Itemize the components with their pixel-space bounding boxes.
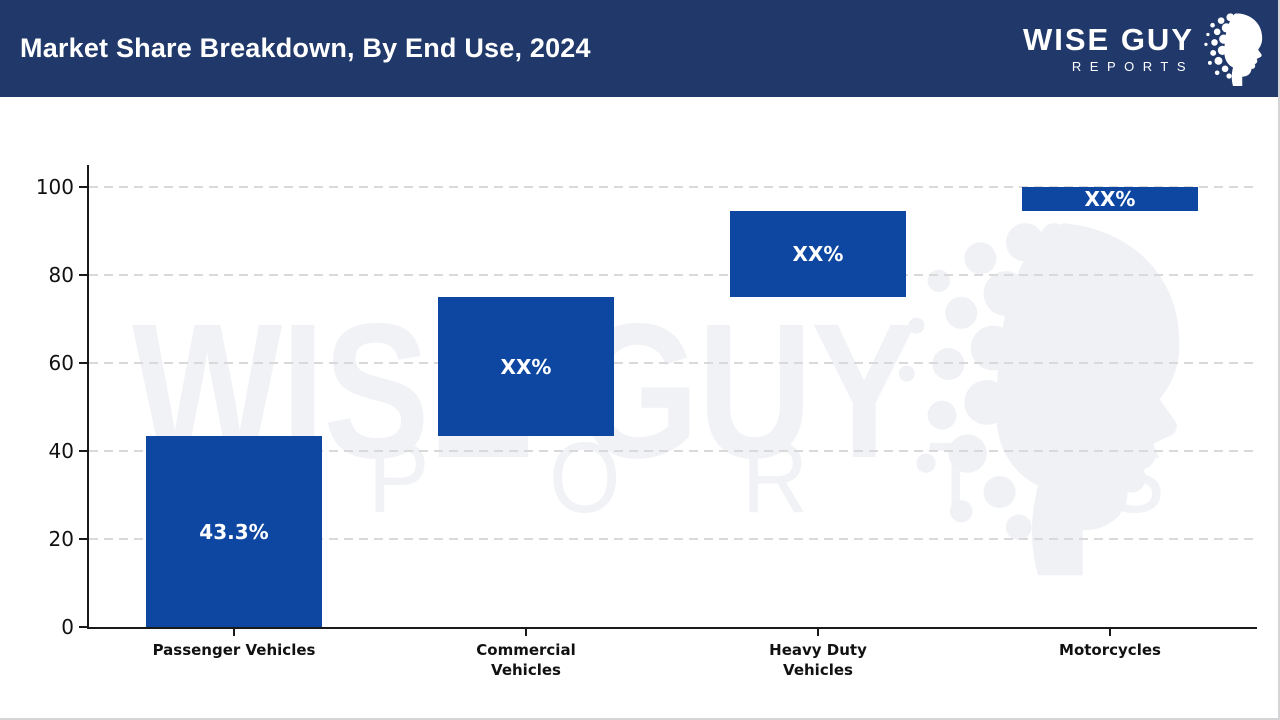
bar-value-label: XX% <box>500 354 552 379</box>
gridline <box>89 538 1256 540</box>
y-tick-mark <box>79 362 87 364</box>
y-tick-label: 80 <box>48 263 74 287</box>
y-tick-mark <box>79 274 87 276</box>
dotted-head-logo-icon <box>1204 12 1263 86</box>
bar-value-label: 43.3% <box>199 519 269 544</box>
y-tick-mark <box>79 626 87 628</box>
y-tick-mark <box>79 450 87 452</box>
x-tick-mark <box>817 629 819 636</box>
x-category-label: Passenger Vehicles <box>152 641 316 659</box>
logo-wordmark: WISE GUY <box>1022 22 1194 57</box>
y-tick-label: 0 <box>61 615 74 639</box>
bar-2: XX% <box>730 211 906 297</box>
bar-value-label: XX% <box>792 242 844 267</box>
logo-subtitle: REPORTS <box>1071 59 1194 74</box>
x-axis-spine <box>87 627 1257 629</box>
header-band: Market Share Breakdown, By End Use, 2024… <box>0 0 1278 97</box>
x-tick-mark <box>233 629 235 636</box>
chart-title: Market Share Breakdown, By End Use, 2024 <box>20 33 591 63</box>
y-tick-mark <box>79 186 87 188</box>
bar-value-label: XX% <box>1084 187 1136 212</box>
gridline <box>89 274 1256 276</box>
bar-0: 43.3% <box>146 436 322 627</box>
x-category-label: Heavy Duty Vehicles <box>769 641 867 680</box>
y-tick-label: 40 <box>48 439 74 463</box>
wise-guy-reports-logo: WISE GUY REPORTS <box>1023 12 1278 86</box>
y-axis-spine <box>87 165 89 629</box>
x-tick-mark <box>525 629 527 636</box>
y-tick-label: 20 <box>48 527 74 551</box>
watermark-head-icon <box>898 223 1180 576</box>
x-category-label: Motorcycles <box>1059 641 1161 659</box>
watermark-reports: P O R T S <box>368 422 1213 534</box>
gridline <box>89 450 1256 452</box>
bar-1: XX% <box>438 297 614 437</box>
x-tick-mark <box>1109 629 1111 636</box>
gridline <box>89 186 1256 188</box>
y-tick-label: 60 <box>48 351 74 375</box>
x-category-label: Commercial Vehicles <box>476 641 576 680</box>
bar-3: XX% <box>1022 187 1198 212</box>
y-tick-mark <box>79 538 87 540</box>
logo-text: WISE GUY REPORTS <box>1023 24 1194 73</box>
y-tick-label: 100 <box>35 175 74 199</box>
gridline <box>89 362 1256 364</box>
